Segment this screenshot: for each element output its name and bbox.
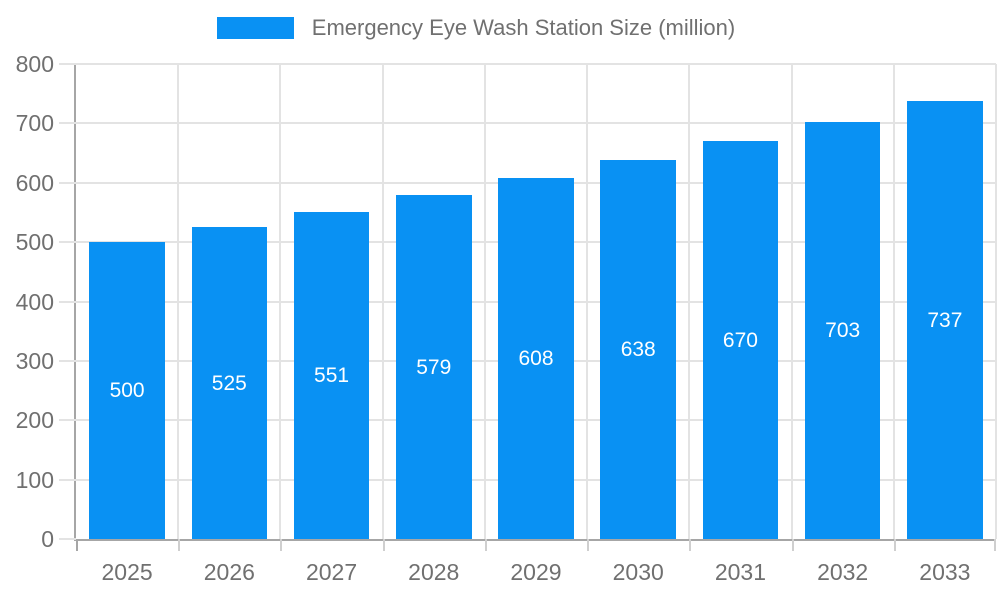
x-axis-tick [994, 539, 996, 551]
x-axis-tick [484, 539, 487, 551]
x-axis-tick-label: 2026 [203, 559, 255, 585]
x-axis-tick [76, 539, 78, 551]
bar-value-label: 670 [722, 328, 758, 352]
bar-2030[interactable]: 638 [600, 160, 677, 539]
gridline-horizontal [59, 538, 76, 540]
y-axis-tick-label: 0 [41, 526, 54, 552]
gridline-horizontal [59, 63, 996, 65]
bar-value-label: 500 [109, 379, 145, 403]
x-axis-tick [689, 539, 692, 551]
gridline-vertical [483, 64, 486, 539]
bar-2029[interactable]: 608 [498, 178, 574, 539]
y-axis-tick-label: 300 [15, 347, 54, 374]
x-axis-tick-label: 2030 [612, 559, 664, 585]
x-axis-tick [587, 539, 590, 551]
gridline-vertical [892, 64, 895, 539]
x-axis-tick-label: 2032 [817, 559, 869, 585]
legend-label[interactable]: Emergency Eye Wash Station Size (million… [311, 15, 736, 40]
plot-area: 0 100 200 300 400 500 600 700 800 500 2025 525 2026 5… [16, 53, 997, 584]
gridline-vertical [381, 64, 384, 539]
x-axis-tick [893, 539, 896, 551]
legend-swatch[interactable] [216, 17, 294, 39]
x-axis-tick [382, 539, 385, 551]
bar-2026[interactable]: 525 [191, 227, 268, 539]
y-axis-tick-label: 200 [15, 407, 54, 434]
bar-2028[interactable]: 579 [395, 195, 472, 539]
gridline-vertical [586, 64, 589, 539]
x-axis-tick-label: 2033 [919, 559, 971, 585]
bar-value-label: 608 [518, 347, 554, 370]
x-axis-tick [280, 539, 283, 551]
bar-2027[interactable]: 551 [293, 211, 370, 539]
x-axis-tick-label: 2028 [408, 559, 460, 585]
x-axis-tick-label: 2025 [101, 559, 153, 585]
y-axis-tick-label: 500 [15, 229, 54, 256]
x-axis-tick-label: 2027 [305, 559, 358, 585]
bar-value-label: 638 [620, 338, 656, 362]
y-axis-tick-label: 100 [15, 466, 54, 493]
bar-2033[interactable]: 737 [907, 101, 983, 539]
bar-value-label: 551 [314, 363, 350, 387]
gridline-vertical [995, 64, 997, 539]
x-axis-tick-label: 2029 [510, 559, 562, 585]
y-axis-tick-label: 800 [15, 51, 54, 77]
bar-2032[interactable]: 703 [804, 121, 881, 539]
gridline-horizontal [59, 122, 996, 125]
bar-value-label: 737 [927, 308, 963, 332]
y-axis-tick-label: 600 [15, 169, 54, 196]
bar-value-label: 525 [211, 371, 247, 395]
x-axis-tick-label: 2031 [714, 559, 767, 585]
y-axis-tick-label: 700 [15, 110, 54, 137]
gridline-vertical [790, 64, 793, 539]
gridline-vertical [279, 64, 282, 539]
x-axis-tick [178, 539, 181, 551]
bar-2025[interactable]: 500 [89, 242, 165, 539]
gridline-vertical [177, 64, 180, 539]
bar-2031[interactable]: 670 [702, 141, 779, 539]
bar-value-label: 579 [416, 355, 452, 379]
bar-value-label: 703 [825, 318, 861, 342]
legend[interactable]: Emergency Eye Wash Station Size (million… [0, 17, 976, 39]
x-axis-tick [791, 539, 794, 551]
gridline-vertical [688, 64, 691, 539]
y-axis-tick-label: 400 [15, 288, 54, 315]
